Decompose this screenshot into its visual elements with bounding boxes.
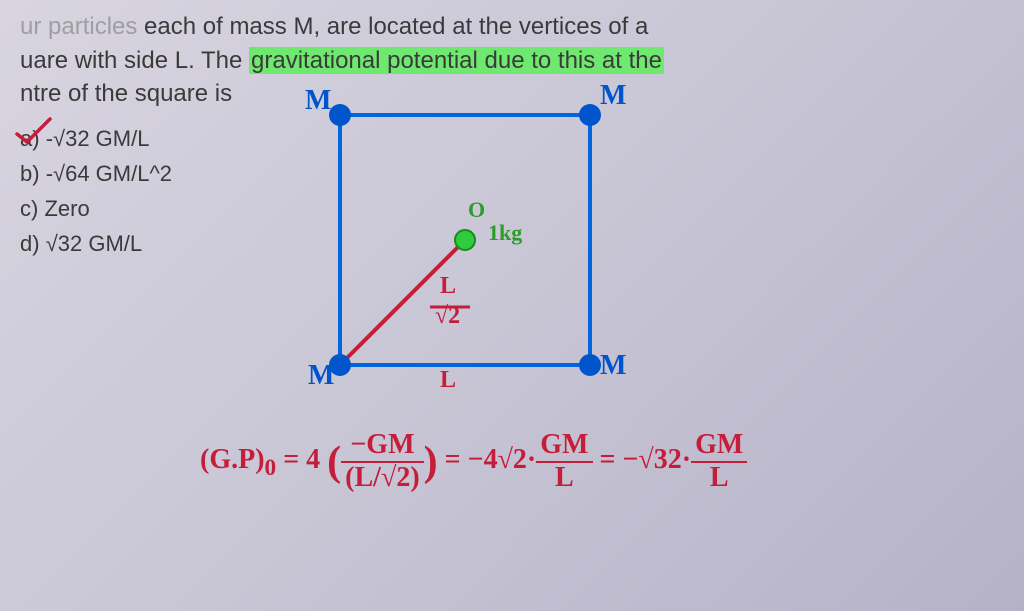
- option-a-text: -√32 GM/L: [46, 126, 150, 151]
- option-c-label: c): [20, 196, 38, 221]
- label-m-tr: M: [600, 80, 626, 112]
- question-line1-rest: each of mass M, are located at the verti…: [137, 13, 648, 40]
- question-line1-faded: ur particles: [20, 13, 137, 40]
- center-dot: [455, 230, 475, 250]
- eq-l2: L: [691, 463, 747, 494]
- label-1kg: 1kg: [488, 220, 522, 246]
- equation: (G.P)0 = 4 ( −GM (L/√2) ) = −4√2· GM L =…: [200, 430, 747, 494]
- eq-eq2: = −4√2·: [445, 444, 537, 475]
- diagram-svg: [290, 85, 630, 405]
- option-c-text: Zero: [44, 196, 89, 221]
- square-diagram: M M M M L O 1kg L √2: [290, 85, 620, 395]
- eq-paren-num: −GM: [341, 430, 423, 463]
- option-d-label: d): [20, 231, 40, 256]
- eq-gm: GM: [536, 430, 592, 463]
- eq-eq1: = 4: [276, 444, 320, 475]
- label-frac-l: L: [440, 273, 456, 300]
- eq-sub: 0: [265, 455, 277, 481]
- label-frac-sqrt2: √2: [435, 303, 460, 330]
- question-line3: ntre of the square is: [20, 80, 232, 107]
- checkmark-icon: [15, 116, 55, 146]
- corner-br: [579, 354, 601, 376]
- question-line2-prefix: uare with side L. The: [20, 47, 249, 74]
- corner-tl: [329, 104, 351, 126]
- label-l-bottom: L: [440, 367, 456, 394]
- question-highlight: gravitational potential due to this at t…: [249, 47, 664, 74]
- eq-eq3: = −√32·: [600, 444, 692, 475]
- eq-gm2: GM: [691, 430, 747, 463]
- label-m-br: M: [600, 350, 626, 382]
- eq-l: L: [536, 463, 592, 494]
- corner-tr: [579, 104, 601, 126]
- eq-lhs: (G.P): [200, 444, 265, 475]
- eq-paren-den: (L/√2): [341, 463, 423, 494]
- option-b-text: -√64 GM/L^2: [46, 161, 172, 186]
- option-b-label: b): [20, 161, 40, 186]
- label-o: O: [468, 197, 485, 223]
- label-m-tl: M: [305, 85, 331, 117]
- label-m-bl: M: [308, 360, 334, 392]
- option-d-text: √32 GM/L: [46, 231, 142, 256]
